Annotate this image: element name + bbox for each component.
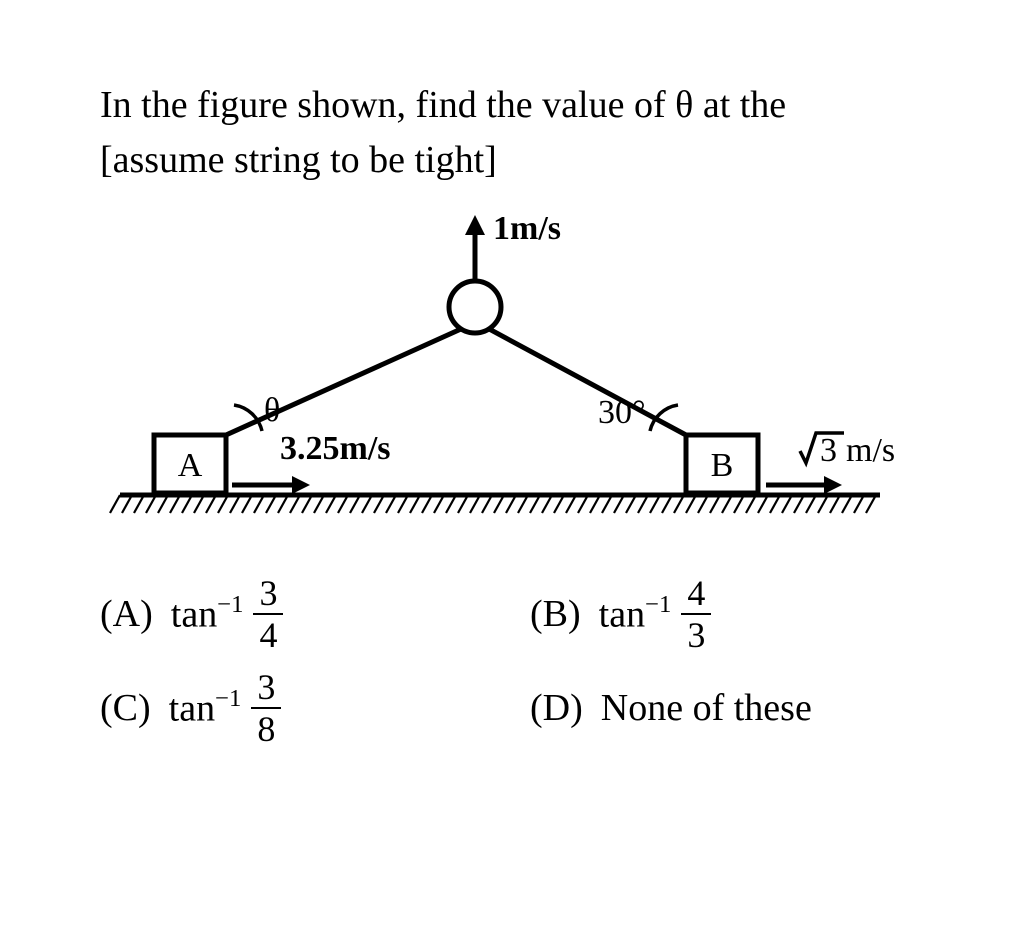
option-c-den: 8 xyxy=(251,707,281,747)
option-a-num: 3 xyxy=(253,575,283,613)
option-c-sup: −1 xyxy=(215,685,241,712)
svg-text:3: 3 xyxy=(820,432,837,469)
option-a-den: 4 xyxy=(253,613,283,653)
option-d: (D) None of these xyxy=(530,669,920,747)
option-c-prefix: tan xyxy=(169,687,215,729)
option-c-num: 3 xyxy=(251,669,281,707)
option-b-label: (B) xyxy=(530,595,581,633)
option-b-func: tan−1 xyxy=(599,594,672,634)
option-b-num: 4 xyxy=(681,575,711,613)
option-a-fraction: 3 4 xyxy=(253,575,283,653)
option-c: (C) tan−1 3 8 xyxy=(100,669,490,747)
svg-text:B: B xyxy=(711,447,734,484)
option-a-prefix: tan xyxy=(171,593,217,635)
figure-container: A Bθ 30° 1m/s 3.25m/s 3 m/s xyxy=(90,197,910,557)
option-c-fraction: 3 8 xyxy=(251,669,281,747)
svg-text:1m/s: 1m/s xyxy=(493,210,561,247)
options-grid: (A) tan−1 3 4 (B) tan−1 4 3 (C) tan−1 xyxy=(100,575,920,747)
option-b-sup: −1 xyxy=(645,591,671,618)
option-a-sup: −1 xyxy=(217,591,243,618)
option-b: (B) tan−1 4 3 xyxy=(530,575,920,653)
option-b-fraction: 4 3 xyxy=(681,575,711,653)
option-c-func: tan−1 xyxy=(169,688,242,728)
option-a-func: tan−1 xyxy=(171,594,244,634)
page-root: In the figure shown, find the value of θ… xyxy=(0,0,1024,747)
svg-text:A: A xyxy=(178,447,203,484)
option-a-label: (A) xyxy=(100,595,153,633)
option-d-text: None of these xyxy=(601,689,812,727)
option-a: (A) tan−1 3 4 xyxy=(100,575,490,653)
svg-text:m/s: m/s xyxy=(846,432,895,469)
option-c-label: (C) xyxy=(100,689,151,727)
question-line-1: In the figure shown, find the value of θ… xyxy=(100,80,954,131)
option-b-prefix: tan xyxy=(599,593,645,635)
svg-text:θ: θ xyxy=(264,392,280,429)
svg-text:30°: 30° xyxy=(598,394,646,431)
question-line-2: [assume string to be tight] xyxy=(100,135,954,186)
svg-text:3.25m/s: 3.25m/s xyxy=(280,430,391,467)
option-b-den: 3 xyxy=(681,613,711,653)
option-d-label: (D) xyxy=(530,689,583,727)
physics-diagram: A Bθ 30° 1m/s 3.25m/s 3 m/s xyxy=(90,197,910,557)
